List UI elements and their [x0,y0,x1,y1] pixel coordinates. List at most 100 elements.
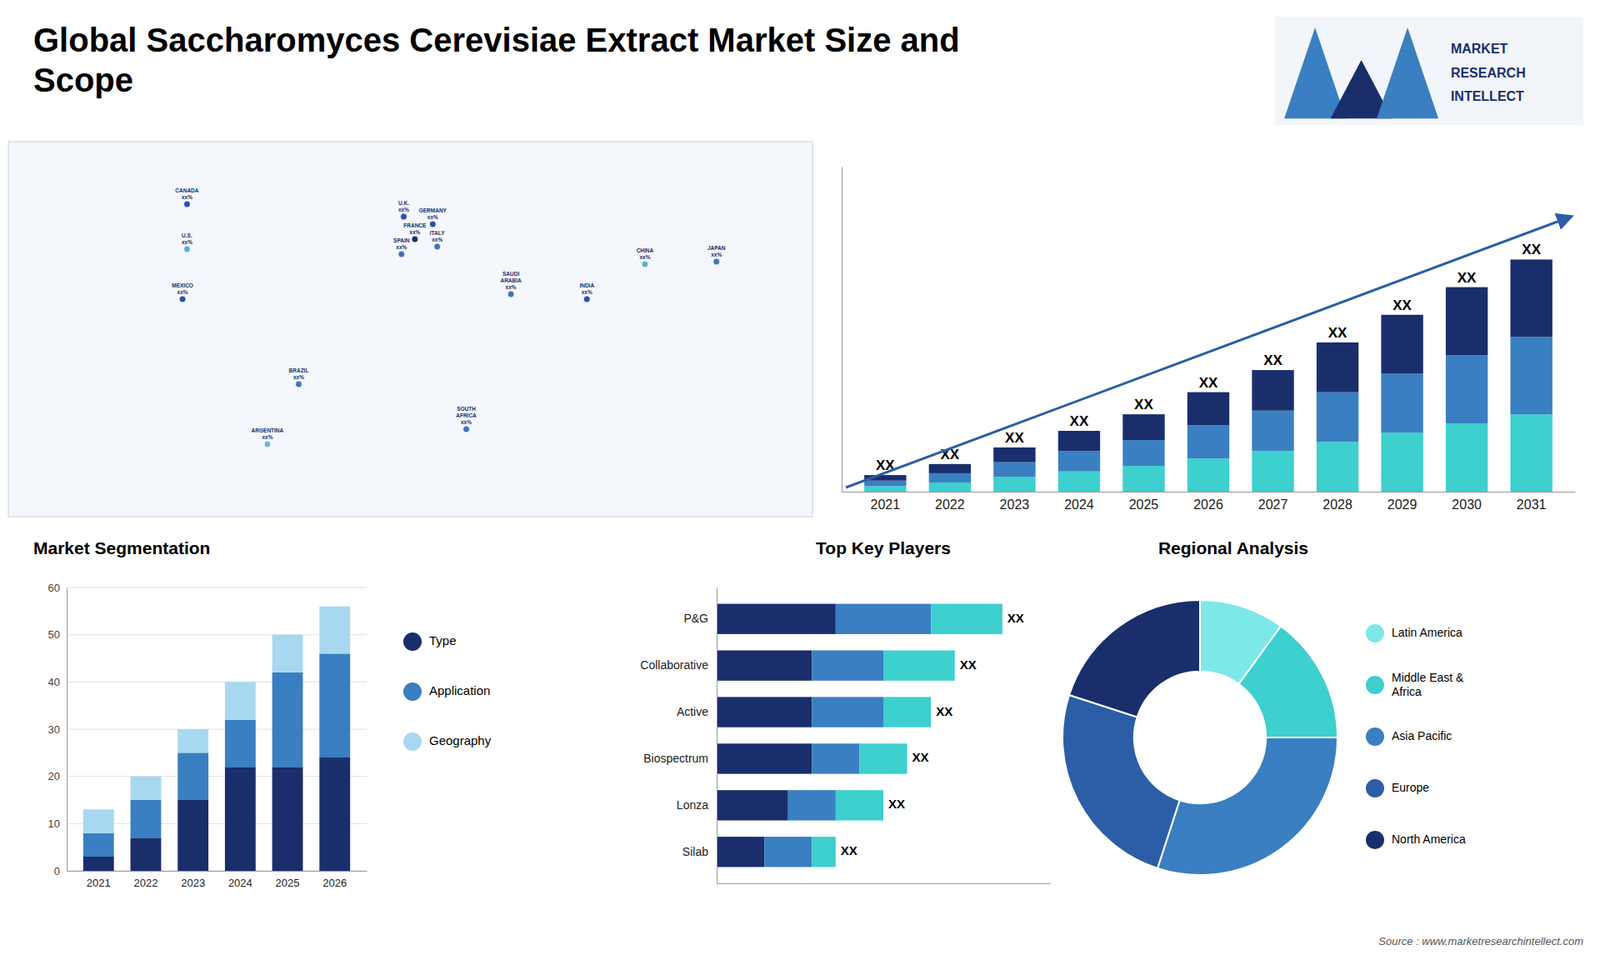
country-label: CHINAxx% [636,247,655,260]
bar-segment [811,836,836,867]
data-label: XX [1328,325,1348,341]
bar-chart [716,604,1003,868]
tick: 2025 [1129,491,1160,512]
text-line: SPAIN [393,237,410,244]
text-line: INDIA [579,282,595,289]
bar-segment [1058,430,1100,451]
bar-segment [1122,465,1165,492]
text-line: xx% [639,254,650,260]
tick-label: 2030 [1451,497,1482,512]
bar-segment [1445,287,1488,356]
grid [66,587,367,871]
axis-line [716,588,718,885]
data-label: XX [1005,430,1025,446]
bar-segment [1251,370,1294,411]
bar-segment [929,464,971,474]
value-axis: 0102030405060 [48,581,68,878]
bar-segment [835,790,884,820]
country-point [295,380,302,388]
tick-label: 60 [48,581,60,595]
text-line: CANADA [175,187,199,194]
tick: 10 [48,817,67,830]
country-point [398,250,405,258]
text-line: xx% [409,229,420,235]
slice [1069,600,1200,718]
tick: 20 [48,770,67,783]
bars [716,604,1003,868]
text-line: xx% [710,251,722,258]
bar-segment [811,743,860,774]
tick-label: 2031 [1516,497,1547,512]
text-line: xx% [505,284,517,290]
bar-segment [716,836,765,867]
legend-entry: Asia Pacific [1391,729,1452,743]
data-label: XX [1392,297,1412,314]
grid-line [66,587,367,589]
text-line: Latin America [1391,625,1463,640]
chart-title: Market Segmentation [33,538,210,558]
tick: 2028 [1322,491,1353,512]
country-point [641,260,649,268]
map-points [179,200,720,448]
bar-segment [1316,392,1359,443]
bar-segment [929,473,971,483]
text-line: FRANCE [403,222,427,229]
tick: 2027 [1258,491,1289,512]
legend-swatch [403,732,422,751]
country-label: GERMANYxx% [419,207,448,220]
data-label: XX [1521,241,1541,258]
text-line: Top Key Players [815,538,951,558]
text-line: North America [1391,832,1466,846]
tick-label: 40 [48,675,60,689]
country-point [713,258,720,265]
legend-swatch [403,682,422,701]
text-line: xx% [460,419,472,425]
country-label: CANADAxx% [175,187,199,200]
tick-label: 2024 [228,876,253,890]
country-label: MEXICOxx% [171,282,194,295]
chart-title: Global Saccharomyces Cerevisiae Extract … [33,21,960,99]
bar-segment [83,809,115,833]
text-line: ITALY [430,230,445,236]
bar-segment [716,696,812,727]
tick-label: Biospectrum [643,751,709,765]
data-label: XX [1134,396,1154,413]
tick: 2030 [1451,491,1482,512]
bar-segment [272,635,304,673]
tick-label: 2024 [1064,497,1095,512]
axis-line [717,883,1051,885]
text-line: xx% [395,244,407,250]
category-axis: 2021202220232024202520262027202820292030… [842,491,1576,512]
bar-segment [1187,425,1230,459]
tick: 2026 [1193,491,1224,512]
tick: 2023 [1000,491,1030,512]
chart-title: Top Key Players [815,538,951,558]
country-label: FRANCExx% [403,222,427,235]
bar-segment [1058,471,1100,492]
text-line: Africa [1391,684,1422,698]
data-label: XX [960,657,977,672]
tick: P&G [683,611,717,625]
tick: 60 [48,581,67,595]
tick: Biospectrum [643,751,717,765]
tick: 30 [48,723,67,736]
tick: 2026 [322,870,347,890]
country-point [463,425,470,433]
bar-segment [177,729,209,753]
bar-segment [1380,315,1423,375]
bar-segment [864,485,906,492]
bar-segment [319,653,350,758]
tick-label: P&G [683,611,709,625]
tick: 2022 [133,870,158,890]
data-label: XX [912,750,930,765]
tick-label: Collaborative [640,658,709,672]
axis-line [67,870,368,872]
tick: 2029 [1387,491,1418,512]
text-line: xx% [177,289,189,295]
country-label: BRAZILxx% [289,367,310,380]
text-line: xx% [261,434,273,440]
legend: Latin AmericaMiddle East &AfricaAsia Pac… [1365,624,1466,850]
tick: 2031 [1516,491,1547,512]
tick: 50 [48,628,67,641]
text-line: SOUTH [456,405,476,412]
